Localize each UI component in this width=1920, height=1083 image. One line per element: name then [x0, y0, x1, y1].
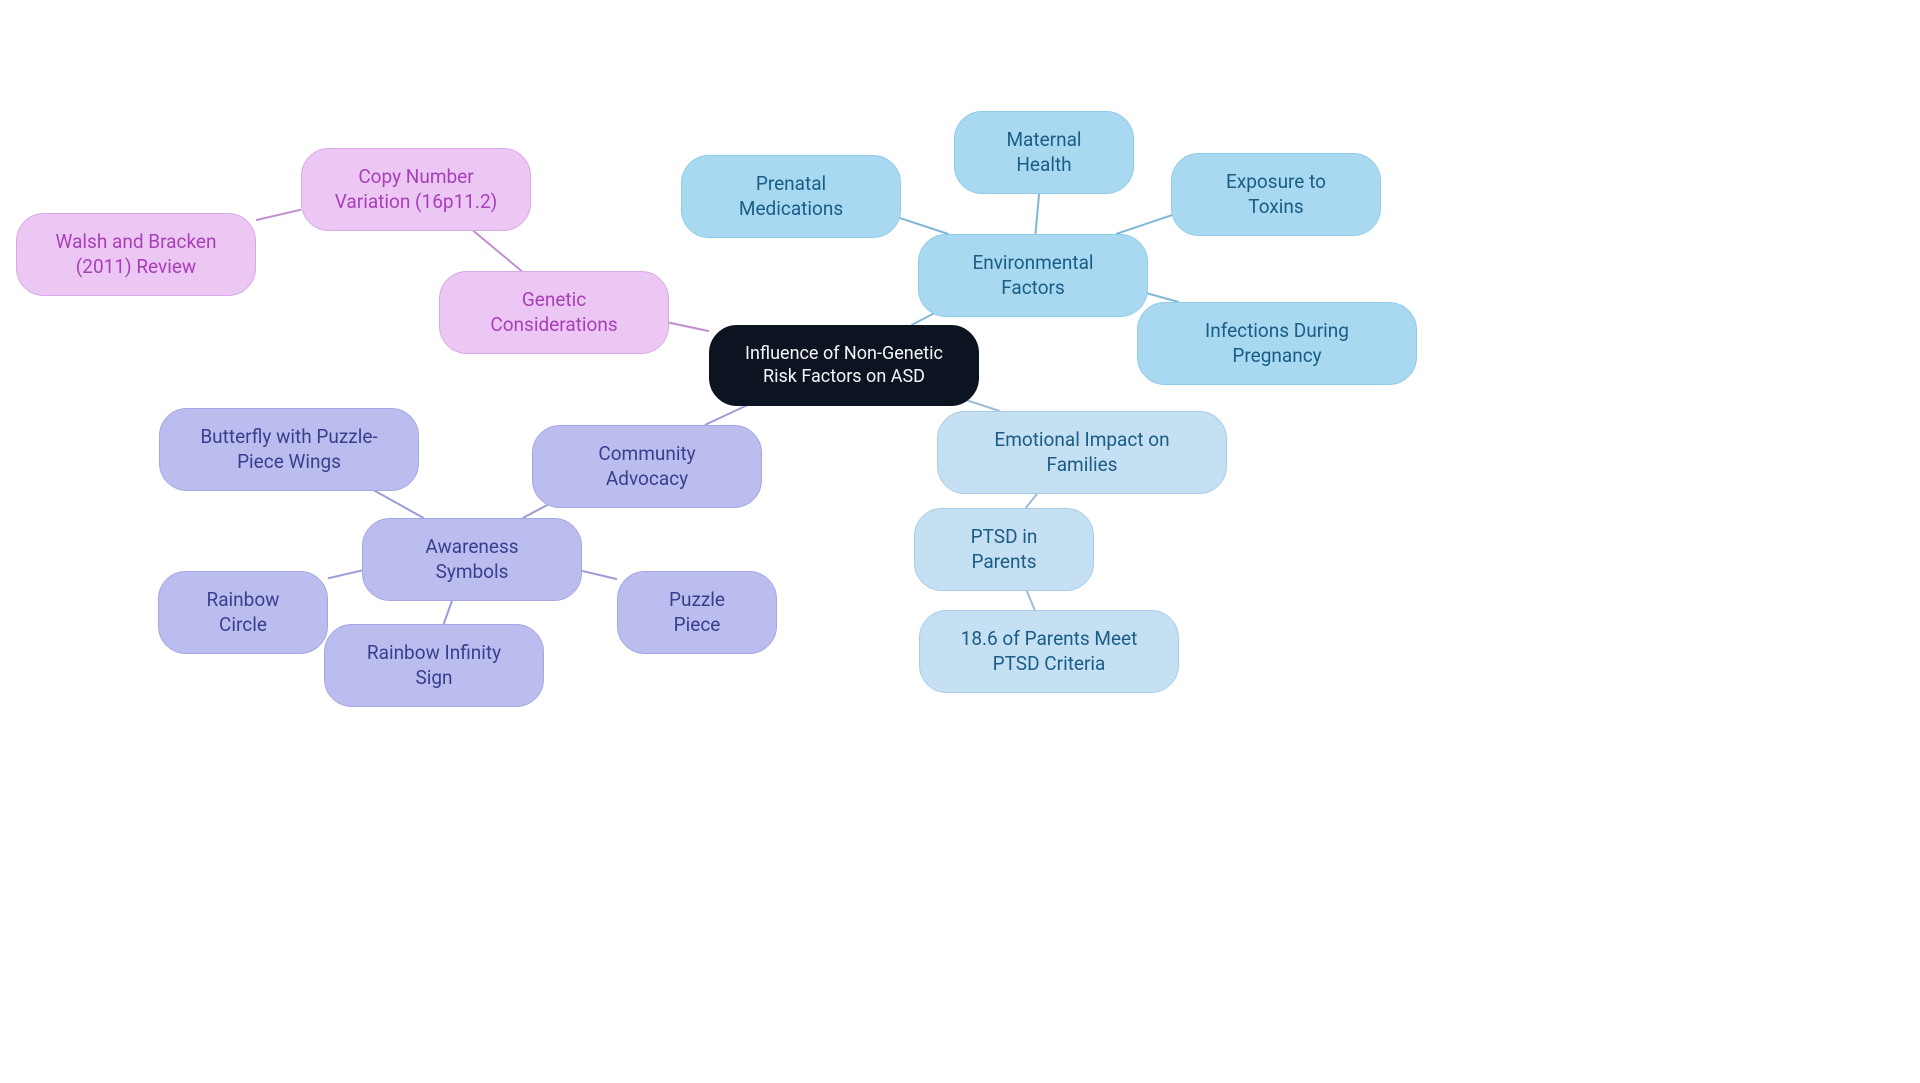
- mindmap-node-label: Rainbow Infinity Sign: [353, 641, 515, 690]
- mindmap-node-ptsd186: 18.6 of Parents Meet PTSD Criteria: [919, 610, 1179, 693]
- mindmap-node-genetic: Genetic Considerations: [439, 271, 669, 354]
- mindmap-node-label: Environmental Factors: [947, 251, 1119, 300]
- mindmap-node-label: Puzzle Piece: [646, 588, 748, 637]
- mindmap-node-butterfly: Butterfly with Puzzle-Piece Wings: [159, 408, 419, 491]
- mindmap-node-root: Influence of Non-Genetic Risk Factors on…: [709, 325, 979, 406]
- mindmap-node-emotional: Emotional Impact on Families: [937, 411, 1227, 494]
- mindmap-node-cnv: Copy Number Variation (16p11.2): [301, 148, 531, 231]
- mindmap-node-infections: Infections During Pregnancy: [1137, 302, 1417, 385]
- mindmap-node-label: Influence of Non-Genetic Risk Factors on…: [738, 342, 950, 389]
- mindmap-edge: [582, 571, 617, 579]
- mindmap-edge: [256, 210, 301, 220]
- mindmap-node-circle: Rainbow Circle: [158, 571, 328, 654]
- mindmap-node-label: Walsh and Bracken (2011) Review: [45, 230, 227, 279]
- mindmap-node-label: PTSD in Parents: [943, 525, 1065, 574]
- mindmap-node-label: Prenatal Medications: [710, 172, 872, 221]
- mindmap-node-label: Copy Number Variation (16p11.2): [330, 165, 502, 214]
- mindmap-node-label: Butterfly with Puzzle-Piece Wings: [188, 425, 390, 474]
- mindmap-node-label: Awareness Symbols: [391, 535, 553, 584]
- mindmap-node-label: Genetic Considerations: [468, 288, 640, 337]
- mindmap-node-label: Exposure to Toxins: [1200, 170, 1352, 219]
- mindmap-node-label: 18.6 of Parents Meet PTSD Criteria: [948, 627, 1150, 676]
- mindmap-edge: [328, 570, 362, 578]
- mindmap-node-rainbow: Rainbow Infinity Sign: [324, 624, 544, 707]
- mindmap-node-label: Rainbow Circle: [187, 588, 299, 637]
- mindmap-node-symbols: Awareness Symbols: [362, 518, 582, 601]
- mindmap-node-walsh: Walsh and Bracken (2011) Review: [16, 213, 256, 296]
- mindmap-node-prenatal: Prenatal Medications: [681, 155, 901, 238]
- mindmap-node-label: Emotional Impact on Families: [966, 428, 1198, 477]
- mindmap-node-toxins: Exposure to Toxins: [1171, 153, 1381, 236]
- mindmap-node-env: Environmental Factors: [918, 234, 1148, 317]
- mindmap-node-label: Maternal Health: [983, 128, 1105, 177]
- mindmap-node-ptsd: PTSD in Parents: [914, 508, 1094, 591]
- mindmap-edge: [669, 323, 709, 332]
- mindmap-node-label: Community Advocacy: [561, 442, 733, 491]
- mindmap-node-maternal: Maternal Health: [954, 111, 1134, 194]
- mindmap-node-label: Infections During Pregnancy: [1166, 319, 1388, 368]
- mindmap-node-puzzle: Puzzle Piece: [617, 571, 777, 654]
- mindmap-node-advocacy: Community Advocacy: [532, 425, 762, 508]
